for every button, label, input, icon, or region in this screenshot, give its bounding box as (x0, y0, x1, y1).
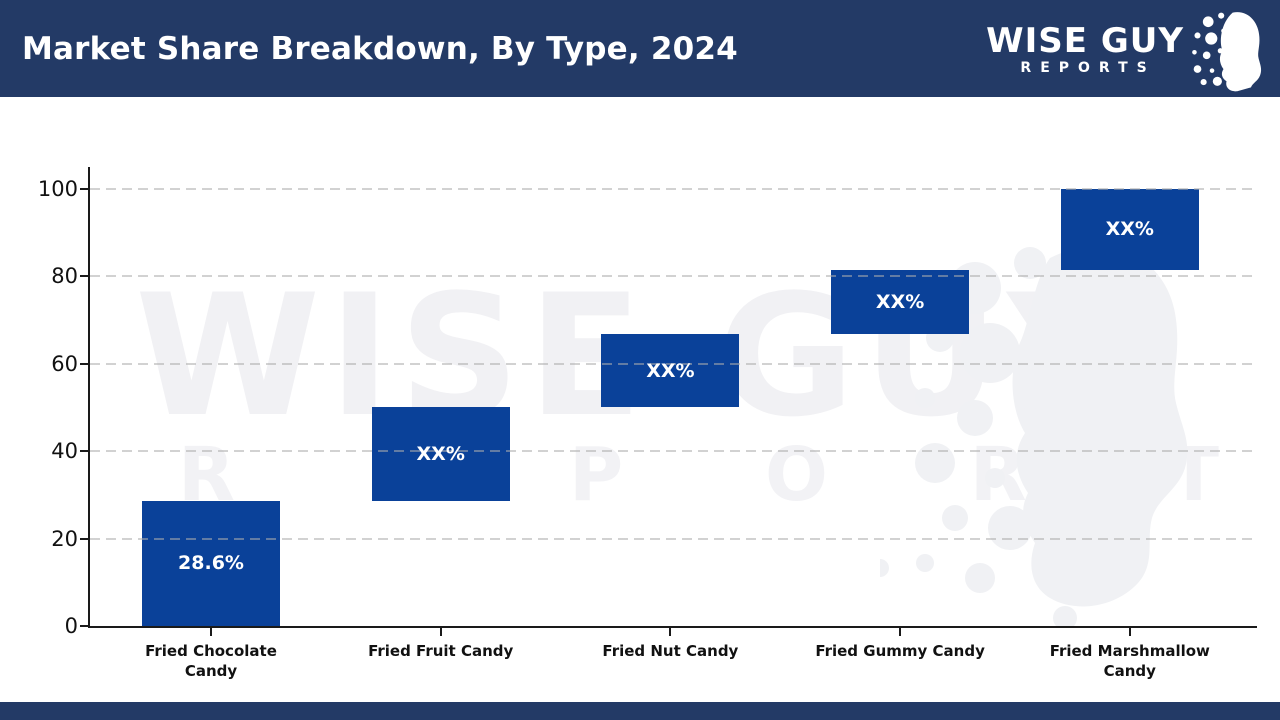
footer-bar (0, 702, 1280, 720)
gridline-40 (90, 450, 1257, 453)
brand-logo-subname: REPORTS (1020, 60, 1156, 77)
bar-1 (142, 500, 280, 626)
bar-value-label: XX% (646, 359, 695, 382)
brand-logo-name: WISE GUY (986, 20, 1184, 61)
x-tick-mark (439, 628, 442, 636)
page-title: Market Share Breakdown, By Type, 2024 (22, 30, 738, 67)
x-tick-mark (899, 628, 902, 636)
y-tick-label: 80 (51, 264, 78, 289)
y-tick-mark (80, 362, 88, 365)
category-label: Fried Nut Candy (602, 642, 739, 660)
brand-logo-text: WISE GUY REPORTS (986, 20, 1184, 77)
y-axis-line (88, 167, 90, 628)
bar-3 (601, 334, 740, 408)
gridline-80 (90, 275, 1257, 278)
y-tick-mark (80, 537, 88, 540)
header-bar: Market Share Breakdown, By Type, 2024 WI… (0, 0, 1280, 97)
y-tick-mark (80, 187, 88, 190)
y-tick-mark (80, 450, 88, 453)
category-label: Fried Chocolate Candy (145, 642, 277, 681)
gridline-60 (90, 362, 1257, 365)
brand-logo: WISE GUY REPORTS (986, 8, 1264, 92)
dotted-head-profile-watermark (880, 238, 1188, 628)
y-tick-mark (80, 625, 88, 627)
y-tick-mark (80, 275, 88, 278)
bar-2 (371, 407, 510, 501)
y-tick-label: 0 (64, 614, 78, 638)
bar-value-label: XX% (416, 443, 465, 466)
bar-5 (1060, 188, 1199, 271)
category-label: Fried Marshmallow Candy (1049, 642, 1210, 681)
bar-value-label: XX% (875, 291, 925, 314)
y-tick-label: 60 (51, 351, 78, 376)
y-tick-label: 20 (51, 526, 78, 551)
y-tick-label: 100 (37, 176, 78, 201)
gridline-20 (90, 537, 1257, 540)
category-label: Fried Fruit Candy (368, 642, 514, 660)
x-axis-line (88, 626, 1257, 628)
dotted-head-profile-icon (1192, 12, 1262, 92)
bar-value-label: 28.6% (178, 552, 244, 575)
gridline-100 (90, 187, 1257, 190)
x-tick-mark (669, 628, 672, 636)
bar-value-label: XX% (1105, 218, 1154, 241)
bar-4 (831, 270, 970, 335)
y-tick-label: 40 (51, 439, 78, 464)
x-tick-mark (1128, 628, 1131, 636)
x-tick-mark (210, 628, 212, 636)
category-label: Fried Gummy Candy (815, 642, 985, 660)
